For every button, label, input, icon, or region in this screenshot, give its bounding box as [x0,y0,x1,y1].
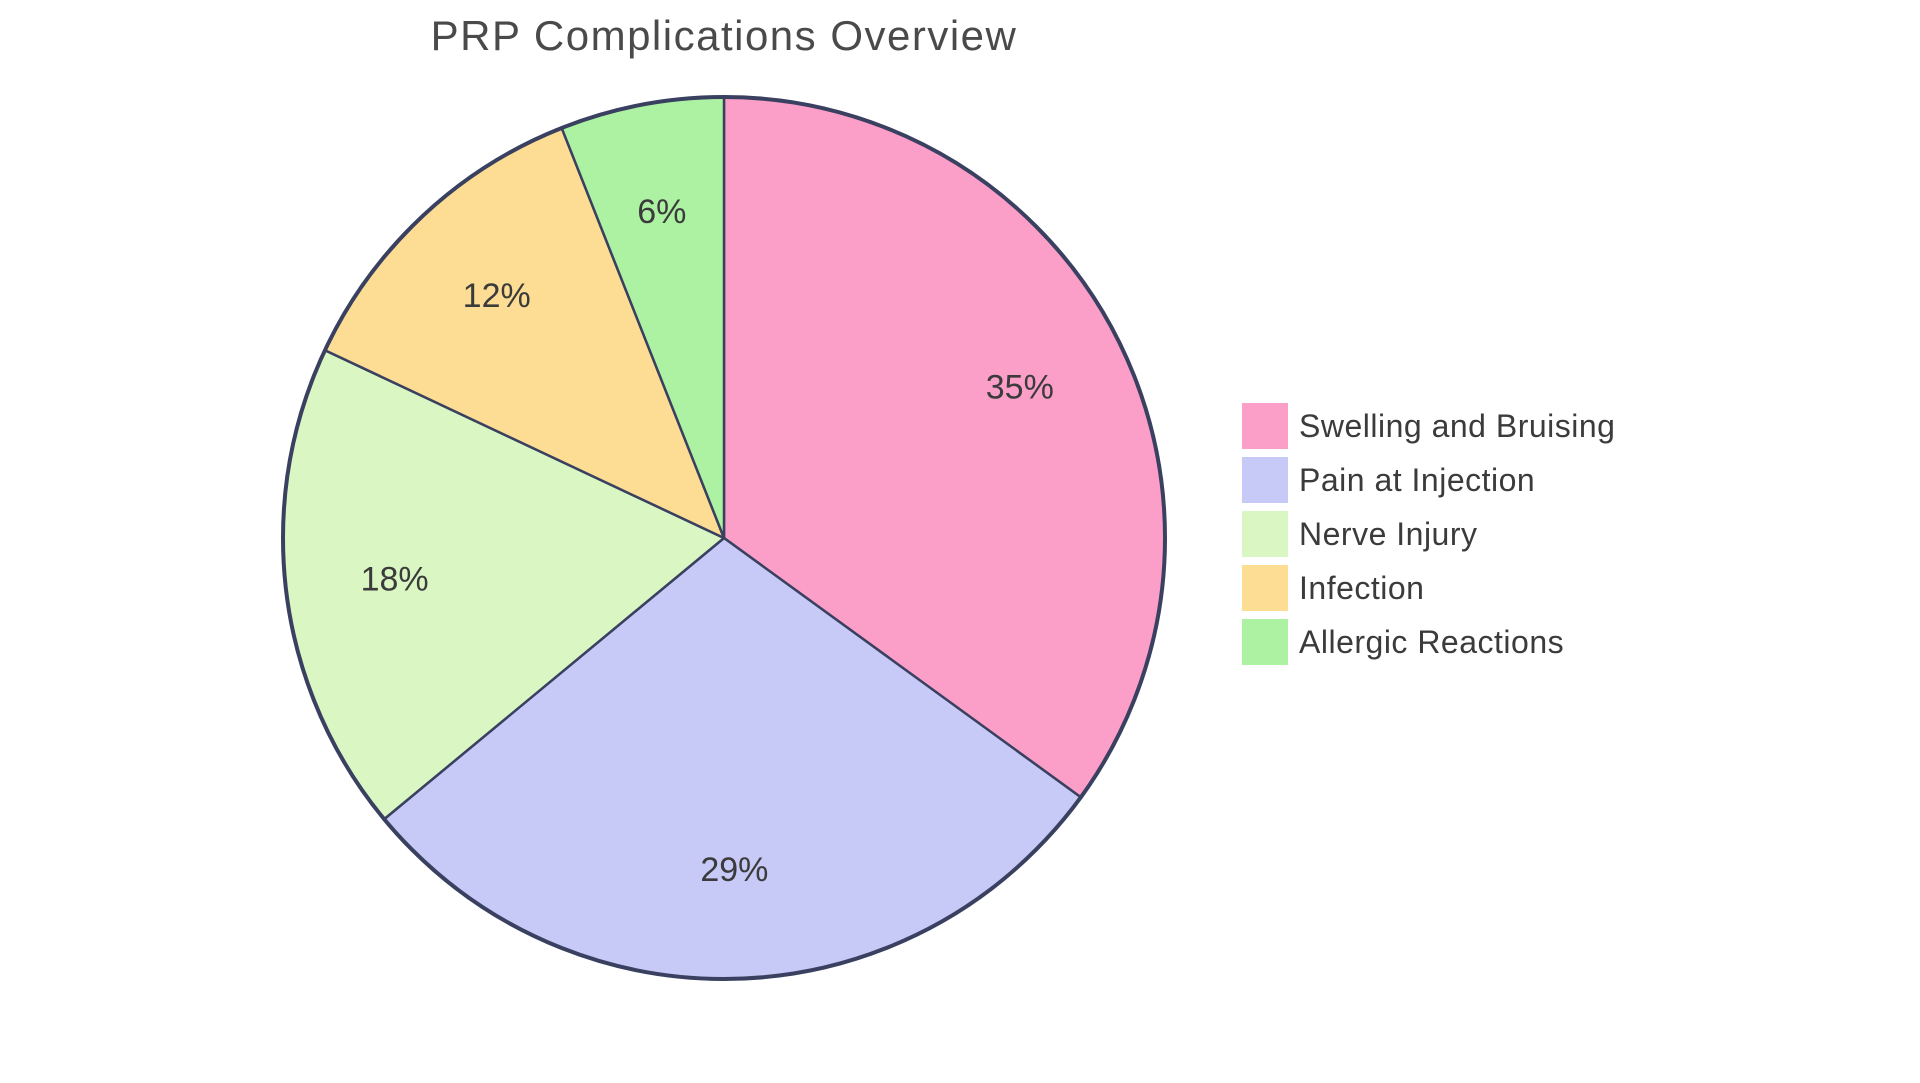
legend-label: Nerve Injury [1299,515,1478,552]
legend-item-infection[interactable]: Infection [1242,565,1615,611]
legend-item-pain-at-injection[interactable]: Pain at Injection [1242,457,1615,503]
legend-item-nerve-injury[interactable]: Nerve Injury [1242,511,1615,557]
legend-swatch-infection [1242,565,1288,611]
slice-percent-label-allergic-reactions: 6% [637,193,686,231]
legend-label: Allergic Reactions [1299,623,1565,660]
legend-swatch-allergic-reactions [1242,619,1288,665]
slice-percent-label-swelling-and-bruising: 35% [986,368,1054,406]
legend: Swelling and Bruising Pain at Injection Ne… [1242,403,1615,665]
legend-item-allergic-reactions[interactable]: Allergic Reactions [1242,619,1615,665]
slice-percent-label-pain-at-injection: 29% [700,851,768,889]
legend-swatch-pain-at-injection [1242,457,1288,503]
legend-item-swelling-and-bruising[interactable]: Swelling and Bruising [1242,403,1615,449]
chart-title: PRP Complications Overview [430,12,1018,59]
legend-label: Infection [1299,569,1425,606]
pie-outline [281,95,1167,981]
legend-swatch-nerve-injury [1242,511,1288,557]
legend-swatch-swelling-and-bruising [1242,403,1288,449]
legend-label: Pain at Injection [1299,461,1536,498]
legend-label: Swelling and Bruising [1299,407,1616,444]
slice-percent-label-nerve-injury: 18% [361,561,429,599]
slice-percent-label-infection: 12% [463,277,531,315]
